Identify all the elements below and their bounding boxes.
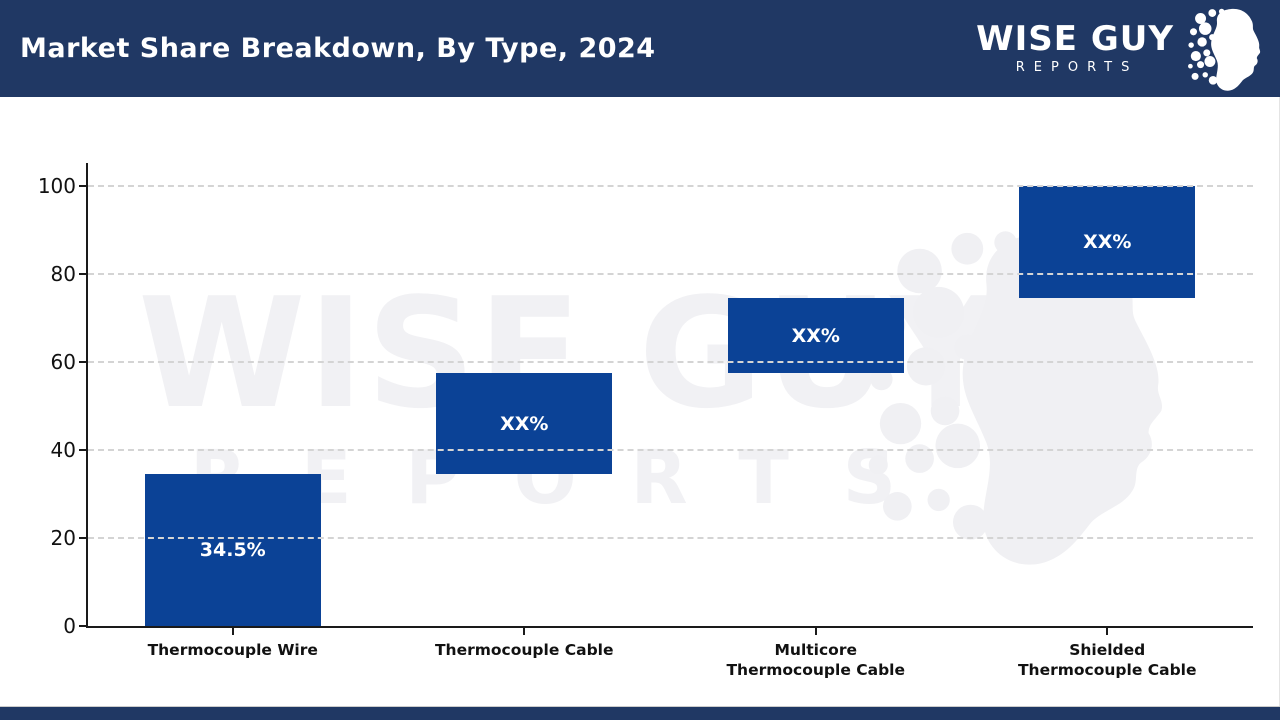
category-label: Thermocouple Wire [83, 640, 383, 660]
bar: XX% [727, 298, 904, 373]
gridline [88, 273, 1253, 275]
y-tick-mark [79, 625, 87, 627]
bar: 34.5% [144, 474, 321, 626]
category-label-line: Multicore [774, 641, 858, 659]
gridline [88, 537, 1253, 539]
logo-face-icon [1188, 8, 1261, 91]
x-tick-mark [814, 628, 817, 635]
footer-bar [0, 707, 1280, 720]
y-tick-label: 20 [50, 526, 76, 550]
y-tick-label: 80 [50, 262, 76, 286]
bar-value-label: XX% [1083, 231, 1132, 254]
page-title: Market Share Breakdown, By Type, 2024 [20, 33, 656, 64]
x-tick-mark [1106, 628, 1109, 635]
gridline [88, 185, 1253, 187]
bar-value-label: XX% [791, 324, 840, 347]
category-label-line: Thermocouple Cable [1017, 661, 1197, 680]
footer-divider [0, 706, 1280, 707]
bar: XX% [1019, 186, 1196, 299]
header-bar: Market Share Breakdown, By Type, 2024 WI… [0, 0, 1280, 97]
y-tick-label: 100 [37, 174, 76, 198]
category-label: Shielded Thermocouple Cable [957, 640, 1257, 680]
y-tick-label: 60 [50, 350, 76, 374]
y-tick-label: 40 [50, 438, 76, 462]
chart-area: WISE GUY REPORTS 0 20 40 60 80 100 34.5% Thermo… [0, 97, 1280, 706]
y-tick-mark [79, 449, 87, 451]
bar-value-label: 34.5% [199, 539, 266, 562]
y-axis-spine [86, 163, 88, 628]
category-label-line: Thermocouple Cable [434, 641, 614, 659]
y-tick-mark [79, 273, 87, 275]
y-tick-mark [79, 185, 87, 187]
bar: XX% [436, 373, 613, 475]
gridline [88, 449, 1253, 451]
y-tick-mark [79, 537, 87, 539]
bar-value-label: XX% [500, 412, 549, 435]
logo-text: WISE GUY REPORTS [976, 19, 1174, 75]
category-label: Thermocouple Cable [374, 640, 674, 660]
category-label-line: Thermocouple Wire [147, 641, 318, 659]
wise-guy-logo: WISE GUY REPORTS [976, 6, 1280, 92]
logo-wordmark: WISE GUY [976, 19, 1174, 60]
category-label-line: Shielded [1069, 641, 1146, 659]
x-axis-spine [86, 626, 1253, 628]
gridline [88, 361, 1253, 363]
y-tick-label: 0 [63, 614, 76, 638]
x-tick-mark [231, 628, 234, 635]
category-label: Multicore Thermocouple Cable [666, 640, 966, 680]
y-tick-mark [79, 361, 87, 363]
logo-subtitle: REPORTS [1015, 59, 1139, 75]
x-tick-mark [523, 628, 526, 635]
category-label-line: Thermocouple Cable [726, 661, 905, 680]
